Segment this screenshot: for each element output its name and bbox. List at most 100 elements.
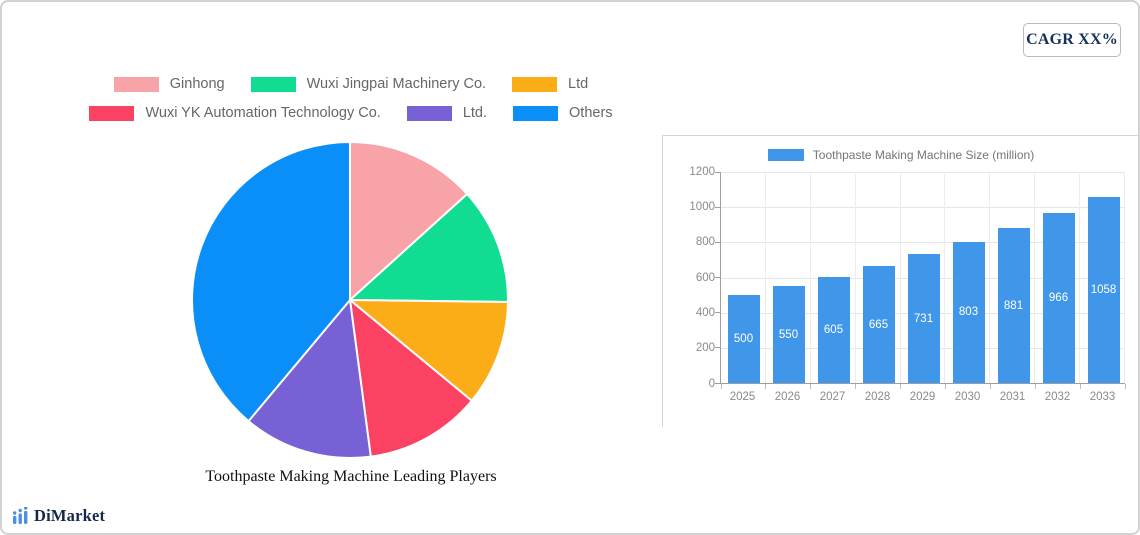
x-tick-label: 2033	[1089, 391, 1116, 403]
cagr-badge: CAGR XX%	[1023, 23, 1121, 57]
x-tick-mark	[989, 384, 991, 389]
x-tick-mark	[1079, 384, 1081, 389]
legend-label: Others	[569, 105, 613, 121]
bar-column-2026: 550	[766, 172, 811, 383]
y-tick-label: 200	[695, 342, 715, 355]
bar-2028[interactable]: 665	[862, 266, 895, 383]
y-tick-label: 1200	[689, 165, 715, 178]
y-tick-mark	[715, 382, 720, 384]
bar-value-label: 881	[1003, 299, 1024, 312]
pie-slice-4[interactable]	[247, 299, 372, 460]
pie-slice-1[interactable]	[349, 193, 509, 303]
legend-swatch	[113, 76, 159, 92]
y-tick-label: 600	[695, 271, 715, 284]
legend-label: Ltd	[568, 76, 589, 92]
x-tick-label: 2025	[729, 391, 756, 403]
bar-2029[interactable]: 731	[907, 254, 940, 383]
logo-text: DiMarket	[34, 505, 106, 525]
pie-legend: Ginhong Wuxi Jingpai Machinery Co. Ltd Wuxi…	[40, 76, 662, 121]
x-tick-mark	[900, 384, 902, 389]
pie-legend-item-0[interactable]: Ginhong	[113, 76, 225, 92]
pie-slice-5[interactable]	[191, 141, 351, 423]
legend-label: Wuxi YK Automation Technology Co.	[145, 105, 381, 121]
x-tick-label: 2029	[909, 391, 936, 403]
pie-slice-3[interactable]	[349, 299, 473, 458]
dimarket-logo: DiMarket	[12, 507, 105, 524]
bar-value-label: 731	[913, 312, 934, 325]
x-tick-label: 2028	[864, 391, 891, 403]
x-tick-mark	[1034, 384, 1036, 389]
gridline-vertical	[1034, 172, 1036, 383]
bar-value-label: 1058	[1090, 283, 1117, 296]
x-tick-label: 2026	[774, 391, 801, 403]
x-tick-mark	[765, 384, 767, 389]
bar-column-2033: 1058	[1081, 172, 1126, 383]
pie-chart	[191, 141, 509, 460]
bar-column-2029: 731	[901, 172, 946, 383]
pie-legend-item-3[interactable]: Wuxi YK Automation Technology Co.	[89, 105, 381, 121]
y-tick-mark	[715, 347, 720, 349]
gridline-horizontal	[721, 207, 1125, 209]
bar-legend[interactable]: Toothpaste Making Machine Size (million)	[663, 147, 1138, 163]
x-tick-mark	[810, 384, 812, 389]
bar-2033[interactable]: 1058	[1087, 196, 1120, 383]
x-tick-mark	[855, 384, 857, 389]
bar-2030[interactable]: 803	[952, 241, 985, 383]
bar-column-2027: 605	[811, 172, 856, 383]
bar-2025[interactable]: 500	[727, 295, 760, 383]
y-tick-label: 0	[708, 377, 715, 390]
x-tick-mark	[1124, 384, 1126, 389]
pie-legend-item-2[interactable]: Ltd	[512, 76, 588, 92]
bar-value-label: 665	[868, 318, 889, 331]
bar-column-2030: 803	[946, 172, 991, 383]
pie-legend-item-1[interactable]: Wuxi Jingpai Machinery Co.	[250, 76, 487, 92]
bar-column-2028: 665	[856, 172, 901, 383]
gridline-horizontal	[721, 242, 1125, 244]
y-tick-mark	[715, 241, 720, 243]
pie-legend-item-4[interactable]: Ltd.	[406, 105, 488, 121]
gridline-vertical	[1079, 172, 1081, 383]
y-tick-mark	[715, 277, 720, 278]
bar-value-label: 605	[823, 323, 844, 336]
bar-2027[interactable]: 605	[817, 276, 850, 383]
bar-2032[interactable]: 966	[1042, 213, 1075, 383]
y-tick-label: 800	[695, 236, 715, 249]
cagr-label: CAGR XX%	[1026, 31, 1118, 48]
bar-plot-area: 500 550 605 665 731 803 881 966 1058	[715, 171, 1126, 389]
x-tick-label: 2032	[1044, 391, 1071, 403]
x-tick-mark	[720, 384, 722, 389]
gridline-horizontal	[721, 172, 1125, 173]
gridline-vertical	[764, 172, 766, 383]
x-tick-label: 2031	[999, 391, 1026, 403]
legend-swatch	[512, 76, 558, 92]
legend-label: Wuxi Jingpai Machinery Co.	[306, 76, 487, 92]
gridline-vertical	[944, 172, 946, 383]
bar-2026[interactable]: 550	[772, 286, 805, 383]
bar-column-2032: 966	[1036, 172, 1081, 383]
legend-swatch	[513, 105, 559, 121]
legend-label: Ltd.	[462, 105, 488, 121]
gridline-vertical	[899, 172, 901, 383]
y-tick-label: 1000	[689, 200, 715, 213]
bar-legend-label: Toothpaste Making Machine Size (million)	[812, 148, 1035, 162]
bar-value-label: 803	[958, 306, 979, 319]
bar-2031[interactable]: 881	[997, 228, 1030, 383]
x-tick-label: 2027	[819, 391, 846, 403]
bar-value-label: 550	[778, 328, 799, 341]
y-tick-mark	[715, 206, 720, 208]
y-tick-label: 400	[695, 306, 715, 319]
gridline-vertical	[1124, 172, 1125, 383]
pie-slice-2[interactable]	[349, 299, 509, 402]
pie-legend-item-5[interactable]: Others	[513, 105, 613, 121]
pie-chart-title: Toothpaste Making Machine Leading Player…	[205, 468, 497, 485]
x-tick-label: 2030	[954, 391, 981, 403]
legend-swatch	[406, 105, 452, 121]
y-tick-mark	[715, 312, 720, 314]
bar-chart-icon	[13, 507, 28, 524]
gridline-vertical	[809, 172, 811, 383]
y-tick-mark	[715, 171, 720, 173]
x-tick-mark	[944, 384, 946, 389]
pie-slice-0[interactable]	[349, 141, 469, 301]
legend-label: Ginhong	[169, 76, 225, 92]
